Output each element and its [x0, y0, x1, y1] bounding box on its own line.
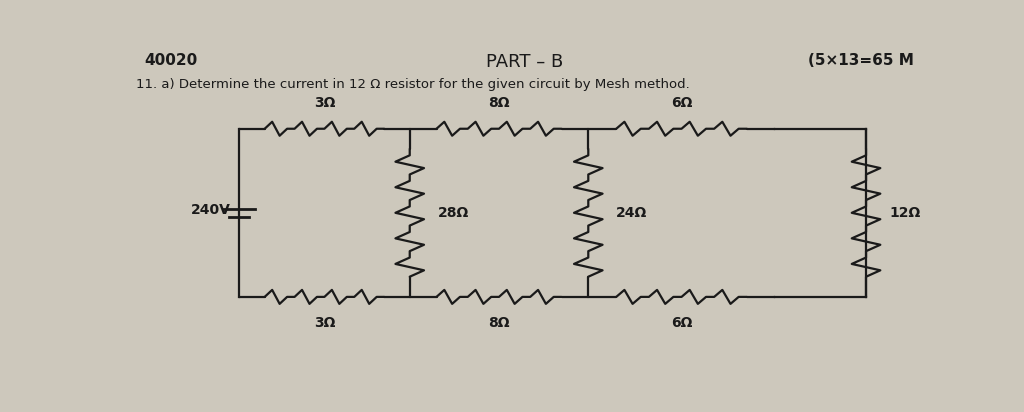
Text: 8Ω: 8Ω	[488, 316, 510, 330]
Text: PART – B: PART – B	[486, 53, 563, 70]
Text: 12Ω: 12Ω	[890, 206, 922, 220]
Text: 6Ω: 6Ω	[671, 316, 692, 330]
Text: 6Ω: 6Ω	[671, 96, 692, 110]
Text: 28Ω: 28Ω	[437, 206, 469, 220]
Text: 40020: 40020	[143, 53, 198, 68]
Text: 11. a) Determine the current in 12 Ω resistor for the given circuit by Mesh meth: 11. a) Determine the current in 12 Ω res…	[136, 78, 690, 91]
Text: 240V: 240V	[191, 203, 231, 217]
Text: 3Ω: 3Ω	[313, 316, 335, 330]
Text: 3Ω: 3Ω	[313, 96, 335, 110]
Text: 8Ω: 8Ω	[488, 96, 510, 110]
Text: (5×13=65 M: (5×13=65 M	[808, 53, 913, 68]
Text: 24Ω: 24Ω	[616, 206, 647, 220]
